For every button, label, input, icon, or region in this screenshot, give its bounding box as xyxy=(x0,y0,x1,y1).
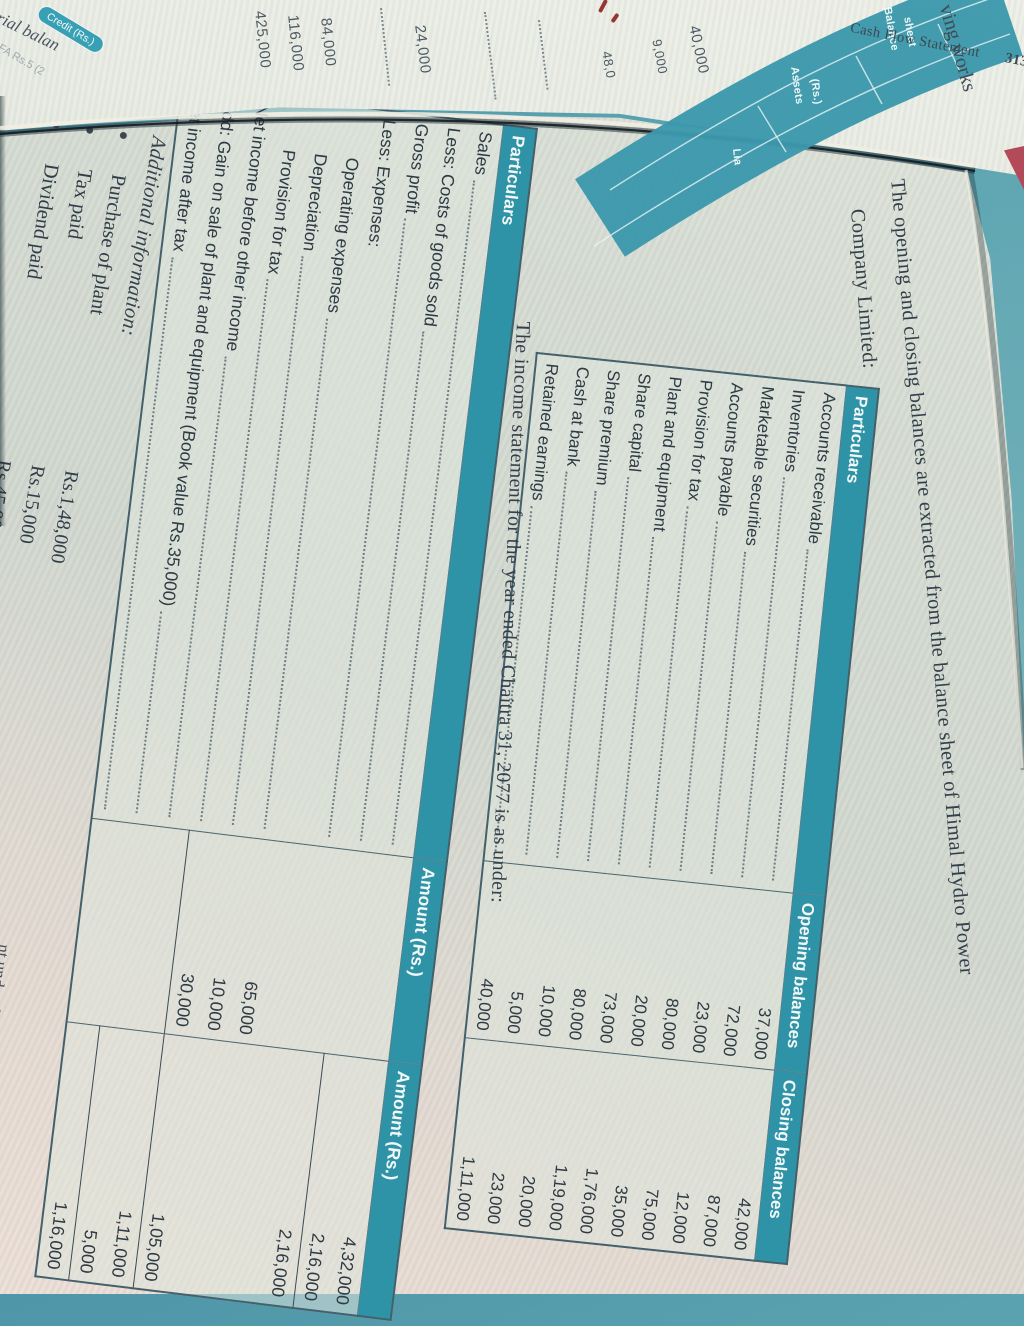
item-value: Rs.15,000 xyxy=(14,463,49,546)
bullet-icon: ● xyxy=(114,129,133,142)
row-label: Share premium xyxy=(592,369,624,487)
bullet-icon: ● xyxy=(80,124,99,137)
item-value: Rs.1,48,000 xyxy=(46,469,82,565)
page-edge-shadow xyxy=(0,96,6,526)
row-label: Inventories xyxy=(781,388,809,474)
row-label: Cash at bank xyxy=(563,365,594,468)
row-label: Share capital xyxy=(625,372,655,474)
row-label: Gross profit xyxy=(401,122,433,215)
page-number: 313 xyxy=(1003,50,1024,71)
row-label: Sales xyxy=(471,130,497,177)
band-label: Lia xyxy=(730,148,744,166)
